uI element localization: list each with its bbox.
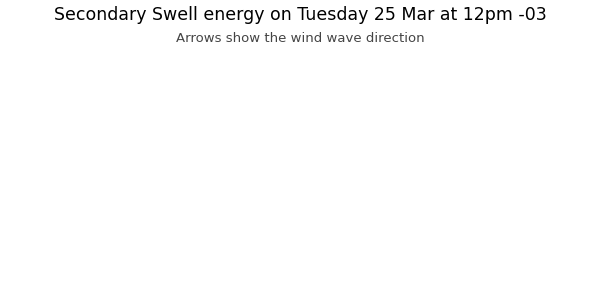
Text: cartopy required: cartopy required xyxy=(243,166,358,180)
Text: Arrows show the wind wave direction: Arrows show the wind wave direction xyxy=(176,32,425,45)
Text: Secondary Swell energy on Tuesday 25 Mar at 12pm -03: Secondary Swell energy on Tuesday 25 Mar… xyxy=(54,6,547,24)
